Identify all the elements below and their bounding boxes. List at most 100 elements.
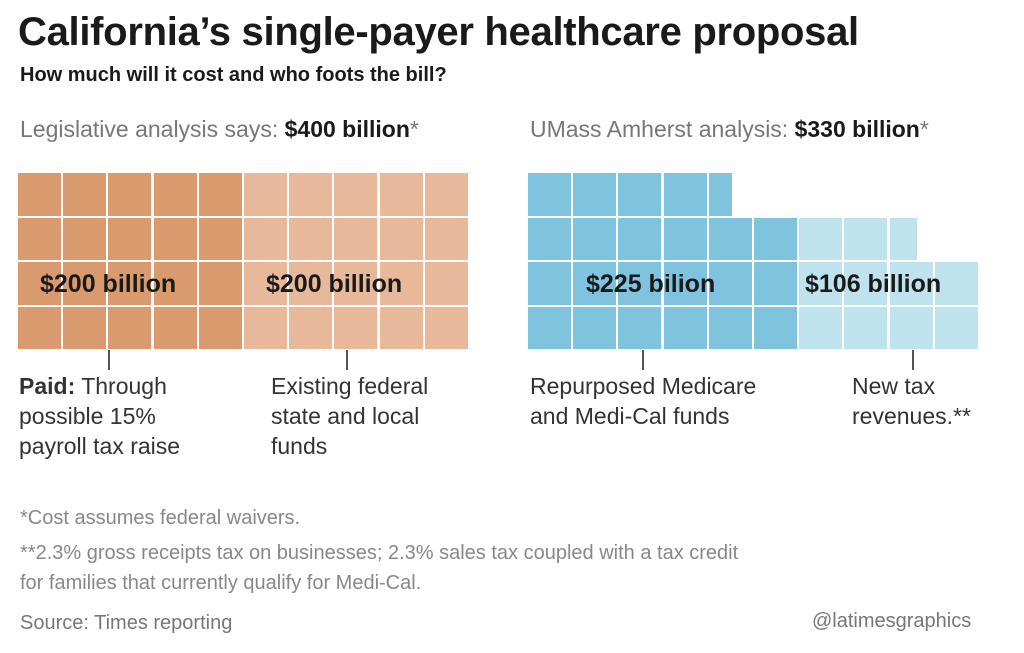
header-total: $330 billion (794, 116, 920, 142)
waffle-cell (289, 173, 333, 216)
waffle-cell (18, 173, 61, 216)
credit: @latimesgraphics (812, 610, 972, 632)
waffle-cell (799, 217, 843, 260)
waffle-cell (63, 262, 107, 305)
waffle-cell (63, 217, 107, 260)
waffle-cell (799, 262, 843, 305)
waffle-cell (63, 173, 107, 216)
waffle-cell (108, 217, 152, 260)
page-title: California’s single-payer healthcare pro… (18, 10, 859, 54)
waffle-cell (153, 173, 197, 216)
annotation-repurposed: Repurposed Medicare and Medi-Cal funds (530, 371, 756, 431)
waffle-cell (528, 173, 571, 216)
right-header: UMass Amherst analysis: $330 billion* (530, 116, 929, 143)
waffle-cell (889, 262, 933, 305)
waffle-cell (198, 262, 242, 305)
waffle-cell (18, 262, 61, 305)
waffle-cell (289, 306, 333, 349)
waffle-cell (424, 262, 468, 305)
series-label: $200 billion (40, 270, 177, 298)
waffle-cell (663, 262, 707, 305)
waffle-cell (844, 306, 888, 349)
waffle-cell (379, 306, 423, 349)
waffle-cell (198, 217, 242, 260)
annotation-existing: Existing federal state and local funds (271, 371, 428, 461)
waffle-cell (334, 217, 378, 260)
waffle-cell (289, 217, 333, 260)
waffle-cell (618, 217, 662, 260)
waffle-cell (108, 306, 152, 349)
waffle-cell (379, 217, 423, 260)
waffle-cell (424, 217, 468, 260)
waffle-cell (244, 262, 287, 305)
waffle-cell (63, 306, 107, 349)
waffle-cell (708, 173, 733, 216)
waffle-cell (153, 217, 197, 260)
waffle-cell (244, 306, 287, 349)
waffle-cell (153, 306, 197, 349)
footnote: **2.3% gross receipts tax on businesses;… (20, 542, 739, 564)
series-label: $106 billion (805, 270, 942, 298)
waffle-cell (934, 306, 978, 349)
header-text: Legislative analysis says: (20, 116, 285, 142)
waffle-cell (844, 262, 888, 305)
waffle-cell (528, 306, 571, 349)
annotation-text: Existing federal state and local funds (271, 373, 429, 459)
footnote: *Cost assumes federal waivers. (20, 507, 301, 529)
waffle-cell (618, 262, 662, 305)
waffle-cell (799, 306, 843, 349)
subtitle: How much will it cost and who foots the … (20, 64, 447, 86)
waffle-cell (618, 173, 662, 216)
left-header: Legislative analysis says: $400 billion* (20, 116, 419, 143)
waffle-cell (663, 306, 707, 349)
waffle-cell (18, 217, 61, 260)
waffle-cell (424, 173, 468, 216)
annotation-text: Through possible 15% payroll tax raise (19, 373, 181, 459)
waffle-cell (754, 306, 797, 349)
tick-line (642, 350, 644, 370)
waffle-cell (198, 306, 242, 349)
waffle-cell (573, 217, 617, 260)
waffle-cell (18, 306, 61, 349)
waffle-cell (663, 173, 707, 216)
source: Source: Times reporting (20, 612, 233, 634)
waffle-cell (754, 262, 797, 305)
waffle-cell (379, 262, 423, 305)
series-label: $200 billion (266, 270, 403, 298)
waffle-cell (108, 173, 152, 216)
waffle-cell (289, 262, 333, 305)
annotation-bold: Paid: (19, 373, 76, 399)
tick-line (912, 350, 914, 370)
waffle-cell (198, 173, 242, 216)
annotation-text: Repurposed Medicare and Medi-Cal funds (530, 373, 757, 429)
waffle-cell (889, 306, 933, 349)
header-total: $400 billion (284, 116, 410, 142)
waffle-cell (708, 306, 752, 349)
waffle-cell (754, 217, 797, 260)
annotation-new-tax: New tax revenues.** (852, 371, 971, 431)
tick-line (108, 350, 110, 370)
waffle-cell (244, 173, 287, 216)
waffle-cell (334, 262, 378, 305)
waffle-cell (844, 217, 888, 260)
waffle-cell (663, 217, 707, 260)
header-text: UMass Amherst analysis: (530, 116, 795, 142)
waffle-cell (153, 262, 197, 305)
waffle-cell (379, 173, 423, 216)
tick-line (346, 350, 348, 370)
waffle-cell (573, 306, 617, 349)
waffle-cell (244, 217, 287, 260)
waffle-cell (708, 262, 752, 305)
waffle-cell (618, 306, 662, 349)
header-asterisk: * (919, 116, 929, 142)
footnote: for families that currently qualify for … (20, 572, 422, 594)
waffle-cell (934, 262, 978, 305)
waffle-cell (528, 262, 571, 305)
waffle-cell (528, 217, 571, 260)
waffle-cell (708, 217, 752, 260)
series-label: $225 bilion (586, 270, 716, 298)
header-asterisk: * (409, 116, 419, 142)
waffle-cell (108, 262, 152, 305)
annotation-paid: Paid: Through possible 15% payroll tax rai… (19, 371, 180, 461)
waffle-cell (334, 306, 378, 349)
